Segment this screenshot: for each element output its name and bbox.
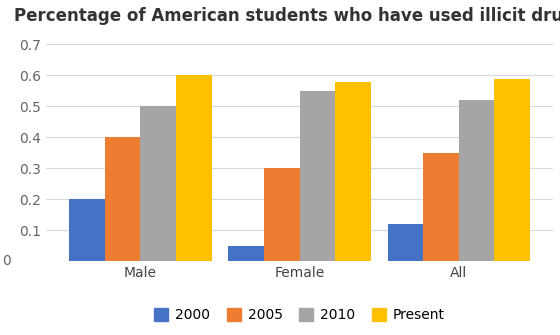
Bar [423,153,459,261]
Bar [300,91,335,261]
Title: Percentage of American students who have used illicit drugs: Percentage of American students who have… [14,7,560,25]
Bar [105,137,141,261]
Bar [69,199,105,261]
Bar [264,169,300,261]
Bar [494,78,530,261]
Text: 0: 0 [2,254,11,268]
Bar [141,107,176,261]
Bar [459,100,494,261]
Bar [335,82,371,261]
Bar [176,75,212,261]
Legend: 2000, 2005, 2010, Present: 2000, 2005, 2010, Present [149,303,450,328]
Bar [388,224,423,261]
Bar [228,246,264,261]
